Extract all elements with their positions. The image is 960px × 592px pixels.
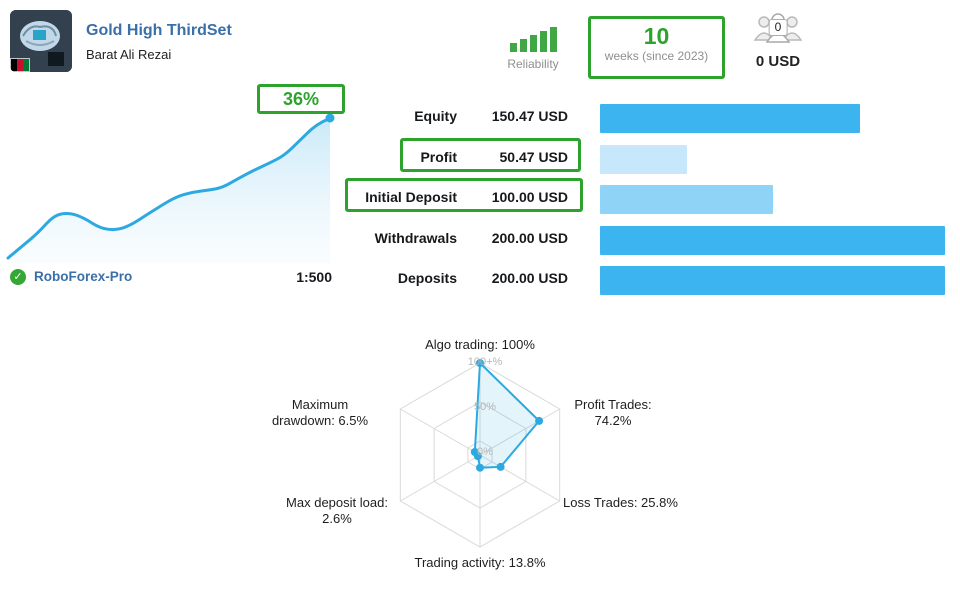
- balance-label: Equity: [414, 108, 457, 124]
- balance-value: 200.00 USD: [491, 229, 568, 246]
- balance-value: 150.47 USD: [491, 108, 568, 124]
- avatar[interactable]: [10, 10, 72, 72]
- balance-value: 100.00 USD: [491, 189, 568, 206]
- radar-label-trading-activity: Trading activity: 13.8%: [414, 555, 546, 570]
- radar-ring-50: 50%: [473, 401, 497, 413]
- growth-chart: [6, 113, 335, 263]
- weeks-box: 10 weeks (since 2023): [588, 16, 725, 79]
- radar-label-profit-line2: 74.2%: [594, 413, 632, 428]
- signal-author: Barat Ali Rezai: [86, 47, 172, 62]
- radar-label-profit-trades: Profit Trades: 74.2%: [563, 397, 663, 429]
- balance-bar: [600, 225, 945, 255]
- radar-label-deposit-line1: Max deposit load:: [286, 495, 388, 510]
- balance-bar: [600, 185, 773, 215]
- highlight-box: [345, 178, 583, 213]
- balance-bar: [600, 266, 945, 296]
- radar-label-maximum-drawdown: Maximum drawdown: 6.5%: [263, 397, 377, 429]
- subscribers-count: 0: [768, 19, 788, 36]
- gain-box: 36%: [257, 84, 345, 114]
- radar-label-drawdown-line2: drawdown: 6.5%: [271, 413, 369, 428]
- balance-row: Equity 150.47 USD: [0, 99, 960, 140]
- broker-link[interactable]: RoboForex-Pro: [34, 269, 133, 284]
- radar-ring-0: 0%: [477, 446, 493, 458]
- balance-label: Profit: [420, 148, 457, 165]
- balance-label: Initial Deposit: [365, 189, 457, 206]
- balance-chart: Equity 150.47 USD Profit 50.47 USD Initial D…: [0, 99, 960, 302]
- balance-bar: [600, 144, 688, 174]
- highlight-box: [400, 137, 581, 172]
- broker-row: RoboForex-Pro 1:500: [10, 268, 350, 288]
- balance-row: Withdrawals 200.00 USD: [0, 221, 960, 262]
- verified-check-icon: [10, 269, 26, 285]
- radar-label-max-deposit-load: Max deposit load: 2.6%: [278, 495, 396, 527]
- radar-ring-100: 100+%: [467, 356, 503, 368]
- reliability-label: Reliability: [507, 57, 559, 71]
- subscribers-funds: 0 USD: [755, 53, 801, 70]
- radar-label-algo-trading: Algo trading: 100%: [425, 337, 535, 352]
- radar-label-deposit-line2: 2.6%: [322, 511, 352, 526]
- trading-radar-chart: [399, 359, 561, 548]
- balance-label: Deposits: [397, 270, 457, 287]
- balance-row: Deposits 200.00 USD: [0, 261, 960, 302]
- balance-value: 50.47 USD: [499, 148, 568, 165]
- balance-row: Profit 50.47 USD: [0, 137, 960, 181]
- reliability-bars-icon: [502, 26, 564, 52]
- balance-value: 200.00 USD: [491, 270, 568, 287]
- balance-label: Withdrawals: [374, 229, 457, 246]
- weeks-caption: weeks (since 2023): [604, 49, 709, 63]
- gain-value: 36%: [282, 88, 320, 109]
- balance-bar: [600, 104, 860, 133]
- leverage-value: 1:500: [296, 269, 332, 285]
- reliability-block: Reliability: [502, 26, 564, 71]
- signal-title[interactable]: Gold High ThirdSet: [86, 22, 232, 39]
- afghanistan-flag-icon: [11, 59, 29, 71]
- radar-label-drawdown-line1: Maximum: [291, 397, 349, 412]
- radar-label-profit-line1: Profit Trades:: [574, 397, 652, 412]
- balance-row: Initial Deposit 100.00 USD: [0, 178, 960, 221]
- subscribers-block: 0 0 USD: [735, 10, 821, 70]
- weeks-value: 10: [643, 23, 670, 49]
- radar-label-loss-trades: Loss Trades: 25.8%: [563, 495, 678, 510]
